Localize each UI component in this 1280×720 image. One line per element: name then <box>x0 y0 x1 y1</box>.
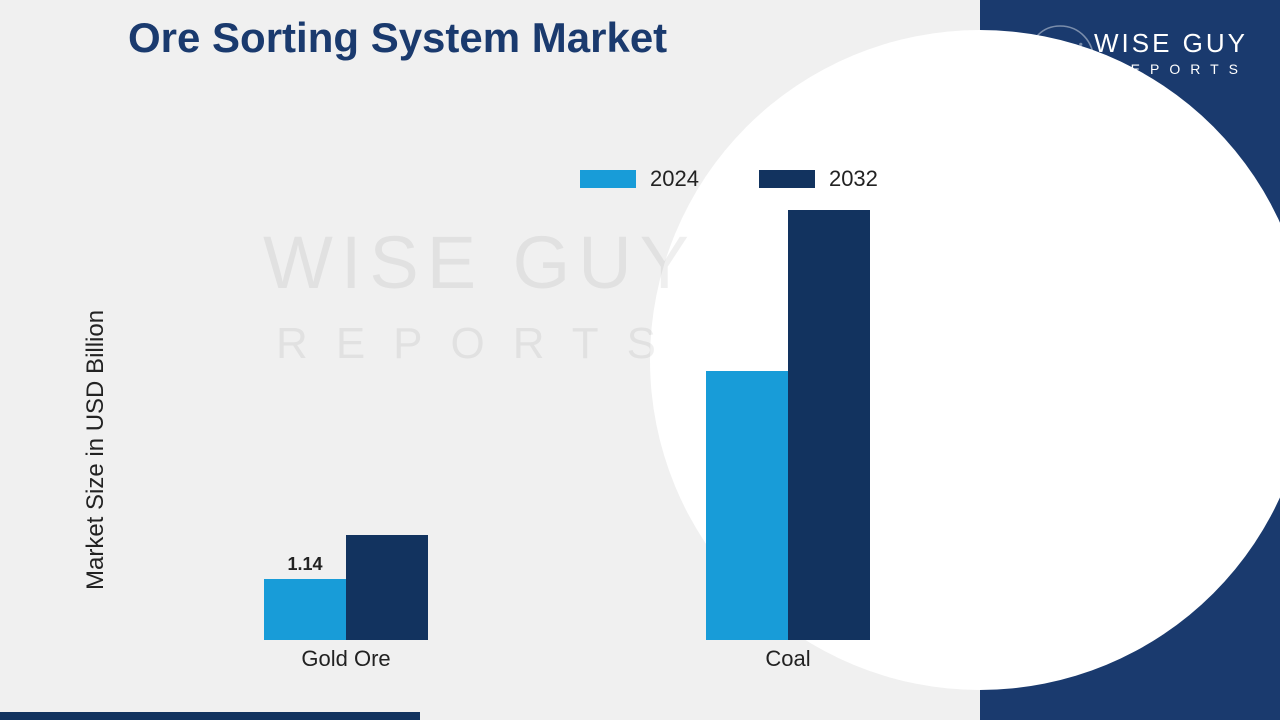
footer-accent-bar <box>0 712 420 720</box>
bar-gold-ore-2032 <box>346 535 428 640</box>
plot-area: Gold OreCoal1.14 <box>108 210 988 640</box>
x-label-gold-ore: Gold Ore <box>301 646 390 672</box>
bar-gold-ore-2024 <box>264 579 346 640</box>
legend: 2024 2032 <box>580 166 878 192</box>
legend-item-2024: 2024 <box>580 166 699 192</box>
legend-item-2032: 2032 <box>759 166 878 192</box>
brand-logo-line2: REPORTS <box>1094 61 1248 77</box>
x-label-coal: Coal <box>765 646 810 672</box>
brand-logo: WISE GUY REPORTS <box>1094 28 1248 77</box>
legend-label-2024: 2024 <box>650 166 699 192</box>
data-label: 1.14 <box>287 554 322 575</box>
bar-coal-2024 <box>706 371 788 640</box>
legend-swatch-2032 <box>759 170 815 188</box>
head-icon <box>1020 22 1100 102</box>
chart-title: Ore Sorting System Market <box>128 14 667 62</box>
canvas: WISE GUY REPORTS WISE GUY REPORTS Ore So… <box>0 0 1280 720</box>
bar-coal-2032 <box>788 210 870 640</box>
y-axis-label: Market Size in USD Billion <box>82 310 110 590</box>
legend-swatch-2024 <box>580 170 636 188</box>
brand-logo-line1: WISE GUY <box>1094 28 1248 59</box>
legend-label-2032: 2032 <box>829 166 878 192</box>
